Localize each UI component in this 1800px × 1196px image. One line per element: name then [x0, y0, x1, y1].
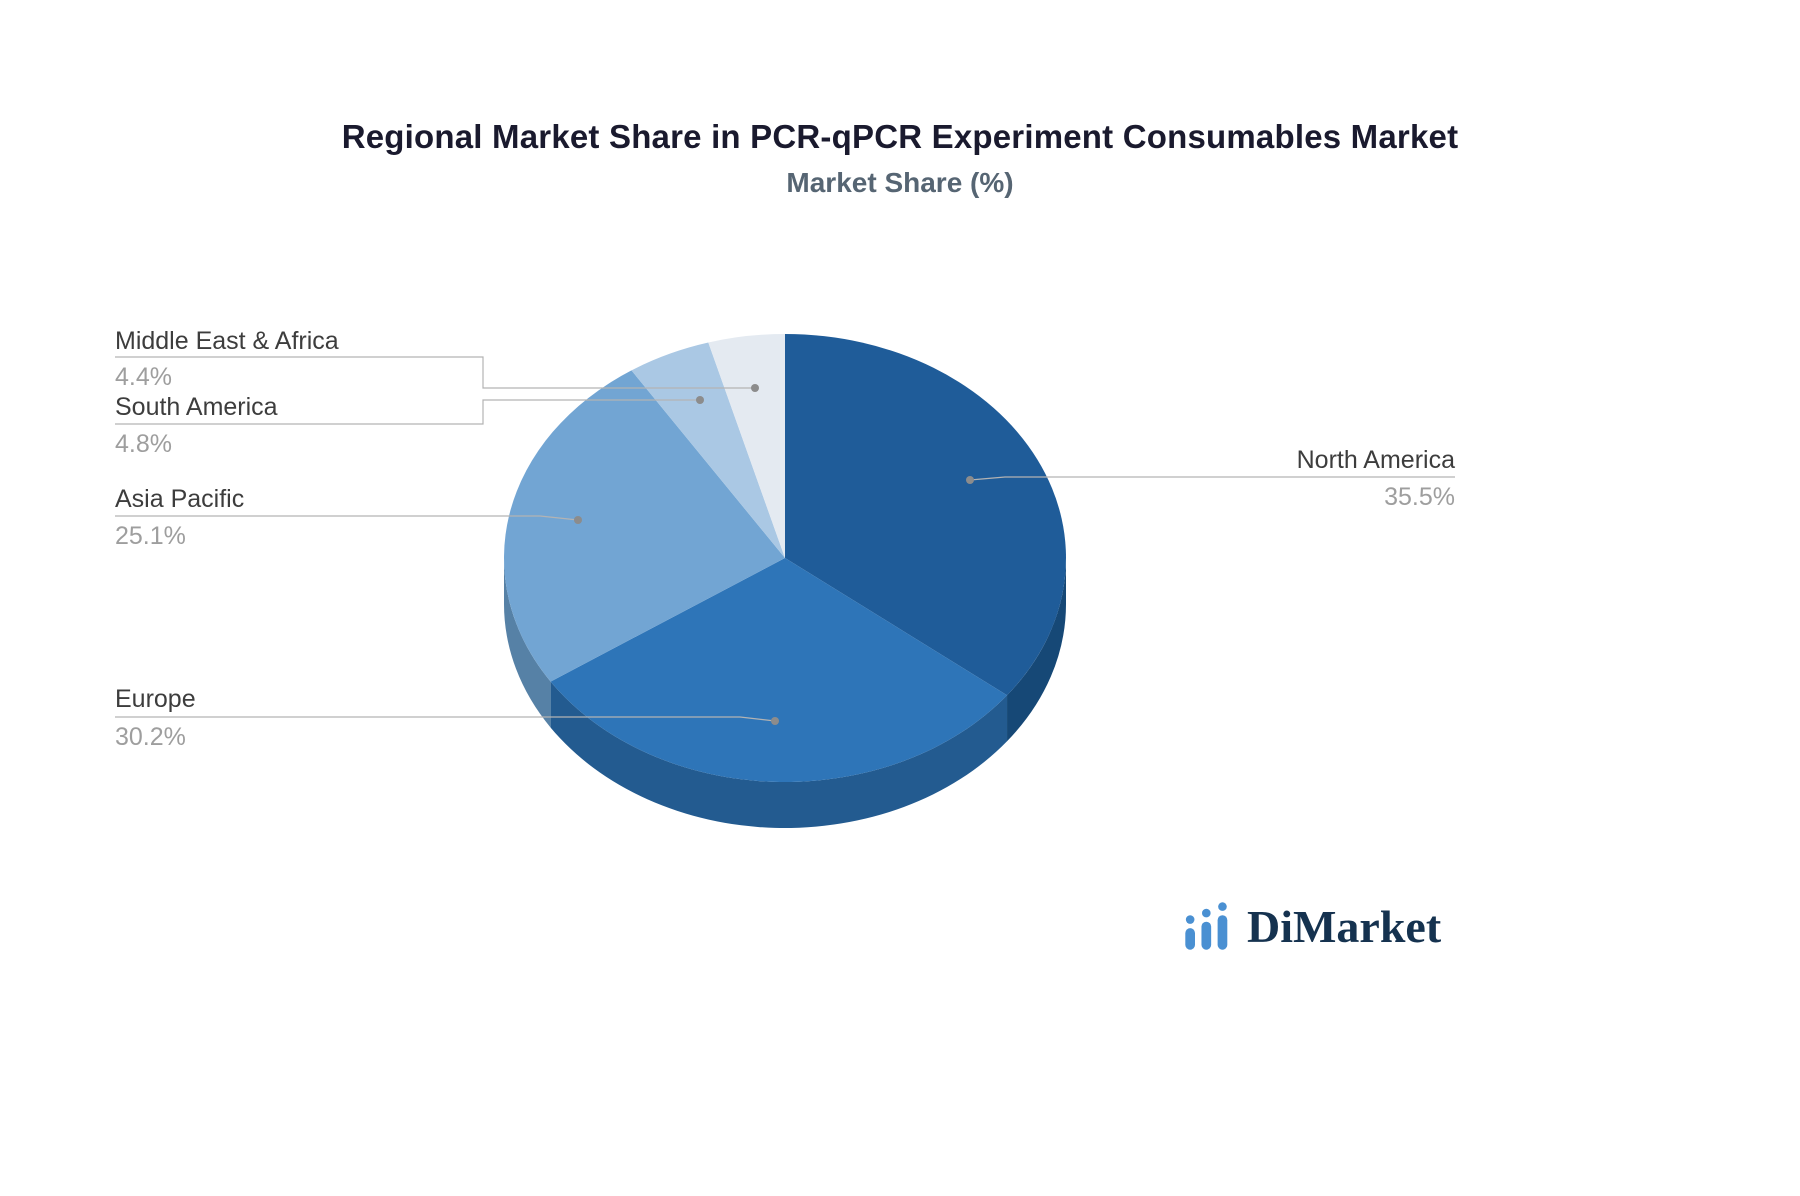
- dimarket-logo-text: DiMarket: [1247, 900, 1442, 952]
- leader-line-asia-pacific: [115, 515, 579, 521]
- pie-slice-side-north-america: [1007, 558, 1066, 742]
- bar-chart-logo-icon: [1185, 902, 1228, 950]
- label-europe: Europe: [115, 685, 196, 713]
- label-asia-pacific: Asia Pacific: [115, 485, 245, 513]
- pie-slice-asia-pacific[interactable]: [503, 370, 785, 682]
- pie-slice-middle-east-africa[interactable]: [708, 334, 785, 558]
- leader-dot-south-america: [696, 396, 704, 404]
- leader-line-south-america: [115, 399, 700, 425]
- pie-slice-north-america[interactable]: [785, 334, 1066, 696]
- leader-dot-north-america: [966, 476, 974, 484]
- pie-slice-south-america[interactable]: [631, 342, 785, 558]
- label-south-america: South America: [115, 393, 278, 421]
- pie-slice-europe[interactable]: [550, 558, 1008, 783]
- value-asia-pacific: 25.1%: [115, 522, 186, 550]
- leader-dot-asia-pacific: [574, 516, 582, 524]
- leader-line-europe: [115, 716, 776, 722]
- leader-line-middle-east-africa: [115, 356, 755, 389]
- leader-line-north-america: [969, 476, 1455, 481]
- value-north-america: 35.5%: [1384, 483, 1455, 511]
- value-south-america: 4.8%: [115, 430, 172, 458]
- label-north-america: North America: [1296, 446, 1455, 474]
- value-middle-east-africa: 4.4%: [115, 363, 172, 391]
- chart-subtitle: Market Share (%): [786, 167, 1014, 198]
- leader-dot-europe: [771, 717, 779, 725]
- pie-slice-side-asia-pacific: [504, 558, 551, 728]
- pie-slice-side-europe: [550, 681, 1008, 829]
- leader-dot-middle-east-africa: [751, 384, 759, 392]
- dimarket-logo: DiMarket: [1183, 898, 1441, 954]
- chart-title: Regional Market Share in PCR-qPCR Experi…: [341, 118, 1459, 155]
- value-europe: 30.2%: [115, 723, 186, 751]
- label-middle-east-africa: Middle East & Africa: [115, 327, 339, 355]
